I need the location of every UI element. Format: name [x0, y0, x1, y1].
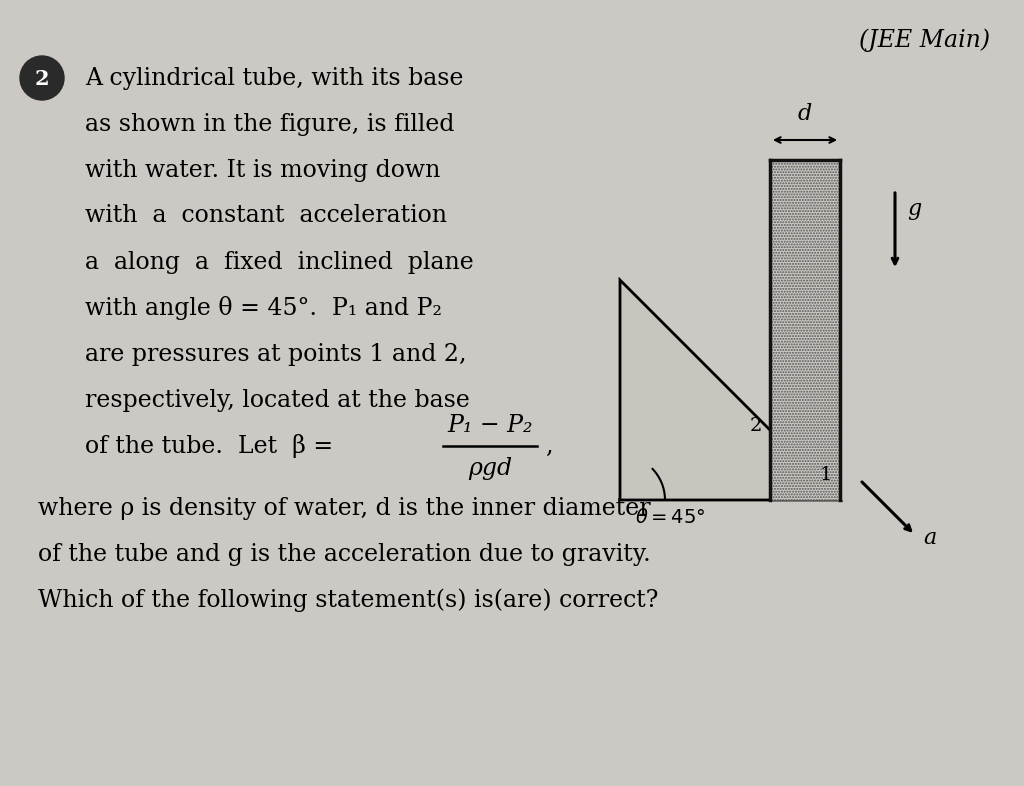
Text: with  a  constant  acceleration: with a constant acceleration — [85, 204, 447, 227]
Text: are pressures at points 1 and 2,: are pressures at points 1 and 2, — [85, 343, 467, 365]
Text: of the tube.  Let  β =: of the tube. Let β = — [85, 434, 333, 458]
Text: with angle θ = 45°.  P₁ and P₂: with angle θ = 45°. P₁ and P₂ — [85, 296, 442, 320]
Text: as shown in the figure, is filled: as shown in the figure, is filled — [85, 112, 455, 135]
Text: d: d — [798, 103, 812, 125]
Text: ρgd: ρgd — [468, 457, 512, 479]
Text: 2: 2 — [750, 417, 762, 435]
Text: 2: 2 — [35, 69, 49, 89]
Text: Which of the following statement(s) is(are) correct?: Which of the following statement(s) is(a… — [38, 588, 658, 612]
Polygon shape — [620, 280, 840, 500]
Text: respectively, located at the base: respectively, located at the base — [85, 388, 470, 412]
Text: where ρ is density of water, d is the inner diameter: where ρ is density of water, d is the in… — [38, 497, 650, 520]
Text: a  along  a  fixed  inclined  plane: a along a fixed inclined plane — [85, 251, 474, 274]
Text: a: a — [923, 527, 936, 549]
Text: of the tube and g is the acceleration due to gravity.: of the tube and g is the acceleration du… — [38, 542, 650, 565]
Circle shape — [20, 56, 63, 100]
Text: A cylindrical tube, with its base: A cylindrical tube, with its base — [85, 67, 464, 90]
Text: (JEE Main): (JEE Main) — [859, 28, 990, 52]
Bar — [770, 160, 840, 500]
Text: ,: , — [545, 435, 553, 457]
Text: 1: 1 — [819, 466, 831, 484]
Text: g: g — [907, 198, 922, 220]
Text: P₁ − P₂: P₁ − P₂ — [447, 414, 532, 438]
Text: with water. It is moving down: with water. It is moving down — [85, 159, 440, 182]
Text: $\theta = 45°$: $\theta = 45°$ — [635, 508, 706, 527]
